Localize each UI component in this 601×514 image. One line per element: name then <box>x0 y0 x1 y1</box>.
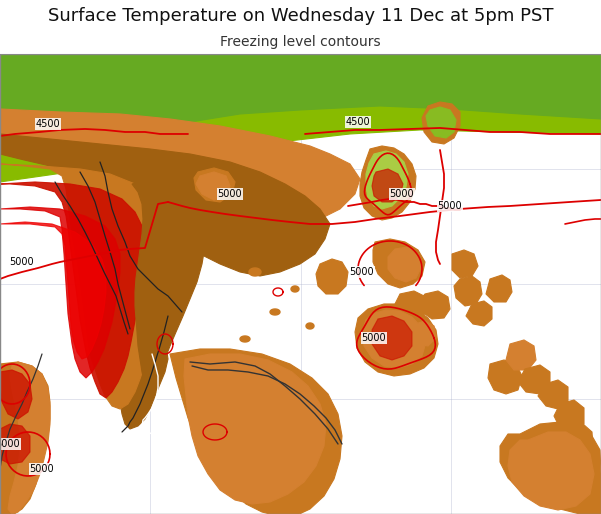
Polygon shape <box>486 275 512 302</box>
Polygon shape <box>454 276 482 306</box>
Polygon shape <box>170 349 342 514</box>
Polygon shape <box>0 182 145 398</box>
Polygon shape <box>184 354 326 504</box>
Polygon shape <box>518 365 550 394</box>
Polygon shape <box>270 309 280 315</box>
Polygon shape <box>0 54 601 182</box>
Polygon shape <box>0 109 360 234</box>
Text: 5000: 5000 <box>10 257 34 267</box>
Polygon shape <box>8 362 50 514</box>
Polygon shape <box>360 146 416 220</box>
Text: 5000: 5000 <box>218 189 242 199</box>
Text: 5000: 5000 <box>0 439 20 449</box>
Polygon shape <box>0 370 32 419</box>
Polygon shape <box>538 380 568 409</box>
Polygon shape <box>240 336 250 342</box>
Polygon shape <box>426 107 456 138</box>
Polygon shape <box>194 168 235 202</box>
Polygon shape <box>291 286 299 292</box>
Polygon shape <box>0 424 30 464</box>
Polygon shape <box>488 360 522 394</box>
Polygon shape <box>132 180 205 389</box>
Polygon shape <box>554 400 584 431</box>
Polygon shape <box>388 247 422 282</box>
Polygon shape <box>500 422 601 514</box>
Polygon shape <box>249 268 261 276</box>
Polygon shape <box>0 144 182 429</box>
Polygon shape <box>466 301 492 326</box>
Text: 4500: 4500 <box>35 119 60 129</box>
Polygon shape <box>0 362 50 514</box>
Polygon shape <box>373 239 425 288</box>
Polygon shape <box>372 316 412 360</box>
Text: 5000: 5000 <box>389 189 414 199</box>
Text: 5000: 5000 <box>350 267 374 277</box>
Polygon shape <box>506 340 536 370</box>
Polygon shape <box>366 151 408 209</box>
Polygon shape <box>564 424 593 455</box>
Polygon shape <box>316 259 348 294</box>
Polygon shape <box>355 304 438 376</box>
Polygon shape <box>395 291 428 320</box>
Polygon shape <box>0 207 120 378</box>
Text: Surface Temperature on Wednesday 11 Dec at 5pm PST: Surface Temperature on Wednesday 11 Dec … <box>47 7 554 25</box>
Polygon shape <box>452 250 478 278</box>
Text: 5000: 5000 <box>438 201 462 211</box>
Text: Freezing level contours: Freezing level contours <box>220 35 381 49</box>
Polygon shape <box>372 169 403 202</box>
Polygon shape <box>422 102 460 144</box>
Polygon shape <box>196 172 230 200</box>
Polygon shape <box>306 323 314 329</box>
Polygon shape <box>0 222 106 359</box>
Polygon shape <box>0 134 330 276</box>
Polygon shape <box>420 291 450 319</box>
Text: 5000: 5000 <box>29 464 54 474</box>
Polygon shape <box>0 164 165 409</box>
Text: 4500: 4500 <box>346 117 370 127</box>
Text: 5000: 5000 <box>362 333 386 343</box>
Polygon shape <box>508 432 594 510</box>
Polygon shape <box>362 310 426 368</box>
Polygon shape <box>0 54 601 144</box>
Polygon shape <box>412 321 436 346</box>
